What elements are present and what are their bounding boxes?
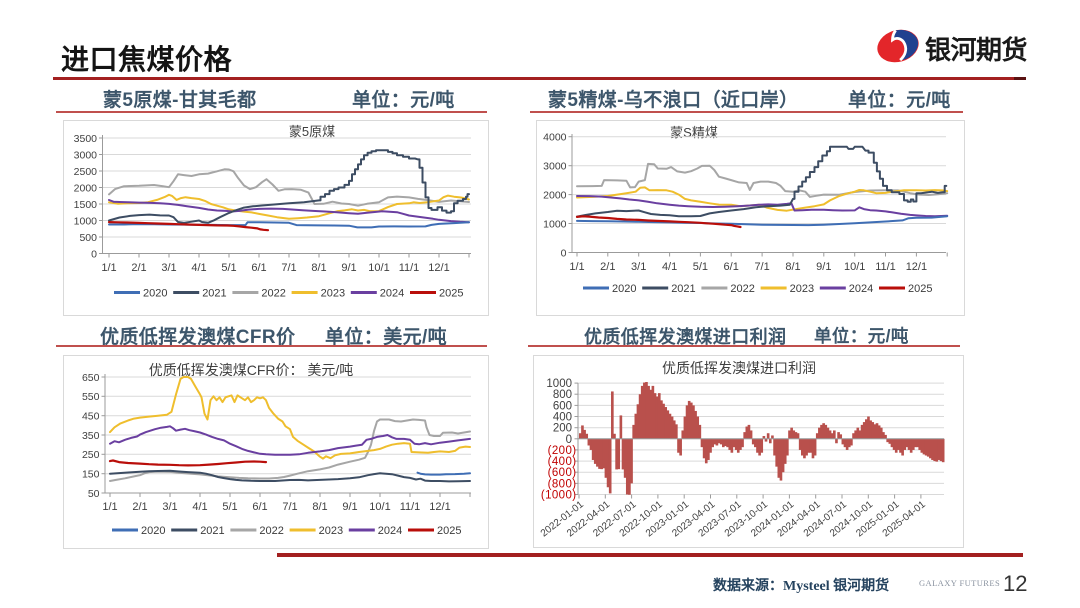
svg-text:0: 0 xyxy=(91,248,97,260)
svg-text:11/1: 11/1 xyxy=(875,261,896,273)
svg-text:0: 0 xyxy=(566,434,572,446)
svg-text:12/1: 12/1 xyxy=(906,261,927,273)
svg-text:3000: 3000 xyxy=(74,149,98,161)
svg-text:2020: 2020 xyxy=(612,283,636,295)
svg-text:2/1: 2/1 xyxy=(600,261,615,273)
svg-text:(600): (600) xyxy=(548,467,577,479)
svg-text:2025: 2025 xyxy=(437,525,461,537)
svg-text:2025: 2025 xyxy=(439,288,463,300)
svg-text:2023: 2023 xyxy=(321,288,345,300)
svg-text:2/1: 2/1 xyxy=(131,262,146,274)
svg-text:2020: 2020 xyxy=(143,288,167,300)
svg-text:1/1: 1/1 xyxy=(102,501,117,513)
svg-text:3/1: 3/1 xyxy=(162,501,177,513)
svg-text:7/1: 7/1 xyxy=(282,501,297,513)
svg-text:2024: 2024 xyxy=(378,525,402,537)
svg-text:4000: 4000 xyxy=(543,132,567,144)
svg-text:2000: 2000 xyxy=(543,189,567,201)
svg-text:2500: 2500 xyxy=(74,166,98,178)
svg-text:(1000): (1000) xyxy=(541,490,577,502)
svg-text:0: 0 xyxy=(561,247,567,259)
svg-text:优质低挥发澳煤CFR价： 美元/吨: 优质低挥发澳煤CFR价： 美元/吨 xyxy=(149,362,354,378)
svg-text:2024: 2024 xyxy=(380,288,404,300)
svg-text:3000: 3000 xyxy=(543,161,567,173)
svg-text:(800): (800) xyxy=(548,478,577,490)
svg-text:8/1: 8/1 xyxy=(785,261,800,273)
svg-text:800: 800 xyxy=(553,389,572,401)
svg-text:2000: 2000 xyxy=(74,182,98,194)
svg-text:2023: 2023 xyxy=(319,525,343,537)
svg-text:400: 400 xyxy=(553,412,572,424)
svg-text:1000: 1000 xyxy=(546,378,572,390)
svg-text:2022: 2022 xyxy=(259,525,283,537)
svg-text:2023: 2023 xyxy=(790,283,814,295)
svg-text:4/1: 4/1 xyxy=(192,501,207,513)
svg-text:3500: 3500 xyxy=(74,133,98,145)
svg-text:6/1: 6/1 xyxy=(724,261,739,273)
svg-text:650: 650 xyxy=(82,372,100,384)
svg-text:2/1: 2/1 xyxy=(132,501,147,513)
svg-text:9/1: 9/1 xyxy=(816,261,831,273)
svg-text:2021: 2021 xyxy=(202,288,226,300)
svg-text:6/1: 6/1 xyxy=(252,501,267,513)
svg-text:3/1: 3/1 xyxy=(161,262,176,274)
svg-text:1000: 1000 xyxy=(74,215,98,227)
svg-text:2020: 2020 xyxy=(141,525,165,537)
svg-text:1/1: 1/1 xyxy=(569,261,584,273)
svg-text:10/1: 10/1 xyxy=(844,261,865,273)
svg-text:1500: 1500 xyxy=(74,199,98,211)
svg-text:2021: 2021 xyxy=(671,283,695,295)
svg-text:7/1: 7/1 xyxy=(754,261,769,273)
svg-text:蒙5原煤: 蒙5原煤 xyxy=(289,124,335,139)
svg-text:(200): (200) xyxy=(548,445,577,457)
svg-text:350: 350 xyxy=(82,430,100,442)
svg-text:12/1: 12/1 xyxy=(429,501,450,513)
svg-text:12/1: 12/1 xyxy=(428,262,449,274)
svg-text:7/1: 7/1 xyxy=(281,262,296,274)
svg-text:600: 600 xyxy=(553,400,572,412)
svg-text:(400): (400) xyxy=(548,456,577,468)
svg-text:5/1: 5/1 xyxy=(221,262,236,274)
svg-text:8/1: 8/1 xyxy=(312,501,327,513)
svg-text:5/1: 5/1 xyxy=(222,501,237,513)
svg-text:50: 50 xyxy=(88,488,100,500)
svg-text:10/1: 10/1 xyxy=(369,501,390,513)
svg-text:蒙S精煤: 蒙S精煤 xyxy=(670,125,718,140)
svg-text:2021: 2021 xyxy=(200,525,224,537)
svg-text:优质低挥发澳煤进口利润: 优质低挥发澳煤进口利润 xyxy=(662,360,816,376)
svg-text:450: 450 xyxy=(82,411,100,423)
svg-text:2022: 2022 xyxy=(261,288,285,300)
svg-text:11/1: 11/1 xyxy=(400,501,421,513)
svg-text:250: 250 xyxy=(82,449,100,461)
svg-text:6/1: 6/1 xyxy=(251,262,266,274)
svg-text:200: 200 xyxy=(553,423,572,435)
svg-text:2022: 2022 xyxy=(730,283,754,295)
svg-text:11/1: 11/1 xyxy=(399,262,420,274)
svg-text:500: 500 xyxy=(79,232,97,244)
svg-text:4/1: 4/1 xyxy=(191,262,206,274)
svg-text:9/1: 9/1 xyxy=(341,262,356,274)
svg-text:1000: 1000 xyxy=(543,218,567,230)
svg-text:550: 550 xyxy=(82,391,100,403)
svg-text:150: 150 xyxy=(82,469,100,481)
svg-text:8/1: 8/1 xyxy=(311,262,326,274)
svg-text:5/1: 5/1 xyxy=(693,261,708,273)
svg-text:2025: 2025 xyxy=(908,283,932,295)
svg-text:1/1: 1/1 xyxy=(101,262,116,274)
svg-text:3/1: 3/1 xyxy=(631,261,646,273)
svg-text:10/1: 10/1 xyxy=(368,262,389,274)
svg-text:2024: 2024 xyxy=(849,283,873,295)
svg-text:9/1: 9/1 xyxy=(342,501,357,513)
svg-text:4/1: 4/1 xyxy=(662,261,677,273)
